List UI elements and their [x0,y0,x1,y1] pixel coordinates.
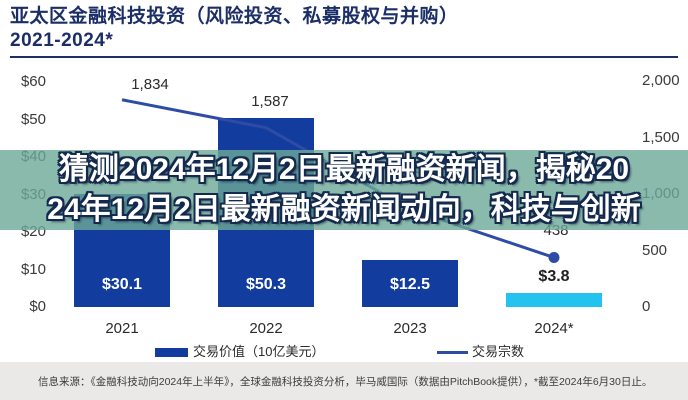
deal-value-bar-2023 [362,260,458,307]
chart-title-line2: 2021-2024* [10,30,114,51]
headline-line2: 24年12月2日最新融资新闻动向，科技与创新 [47,193,641,226]
y-axis-right-tick: 2,000 [642,72,680,89]
y-axis-left-tick: $10 [20,260,46,278]
bar-value-label: $50.3 [245,276,287,293]
line-point-label: 1,834 [131,75,169,93]
x-axis-tick: 2022 [249,320,283,337]
bar-value-label: $3.8 [538,267,570,285]
chart-header: 亚太区金融科技投资（风险投资、私募股权与并购） 2021-2024* [10,5,678,53]
line-end-dot [548,252,560,264]
y-axis-right-tick: 500 [642,241,668,259]
y-axis-right-tick: 1,500 [642,128,680,146]
bar-value-label: $12.5 [389,276,431,293]
x-axis-tick: 2023 [393,320,427,337]
chart-title-line1: 亚太区金融科技投资（风险投资、私募股权与并购） [10,6,459,27]
deal-value-bar-2024 [506,292,602,307]
headline-overlay-banner: 猜测2024年12月2日最新融资新闻，揭秘20 24年12月2日最新融资新闻动向… [0,150,688,230]
x-axis-tick: 2021 [105,320,139,337]
legend-line-label: 交易宗数 [472,344,525,359]
title-underline [10,56,678,58]
chart-legend: 交易价值（10亿美元） 交易宗数 [0,344,688,360]
y-axis-right-tick: 0 [642,298,651,315]
y-axis-left-tick: $0 [29,298,46,315]
source-text: 信息来源：《金融科技动向2024年上半年》，全球金融科技投资分析，毕马威国际（数… [38,375,653,388]
legend-bar-label: 交易价值（10亿美元） [193,344,325,359]
y-axis-left-tick: $60 [20,73,46,90]
y-axis-left-tick: $50 [20,110,46,128]
legend-line-swatch [437,351,468,354]
bar-value-label: $30.1 [101,276,143,293]
source-bar: 信息来源：《金融科技动向2024年上半年》，全球金融科技投资分析，毕马威国际（数… [0,362,688,400]
x-axis-tick: 2024* [534,320,574,337]
line-point-label: 1,587 [251,92,289,110]
headline-line1: 猜测2024年12月2日最新融资新闻，揭秘20 [58,153,630,186]
legend-bar-swatch [155,348,188,357]
